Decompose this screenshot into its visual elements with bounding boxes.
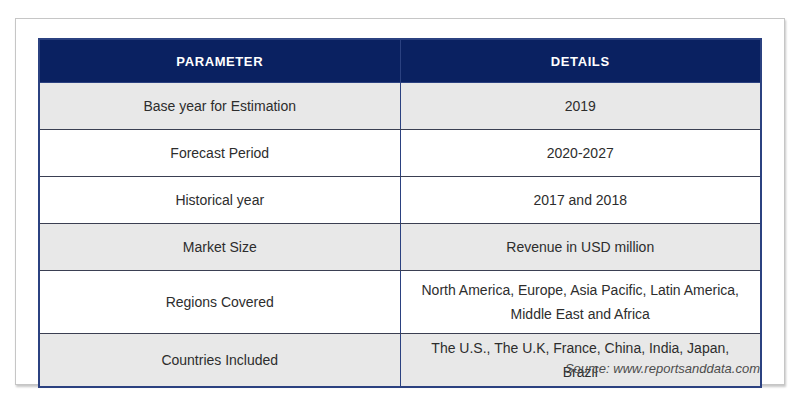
details-cell: 2019	[400, 83, 761, 130]
details-cell: 2020-2027	[400, 130, 761, 177]
table-card: PARAMETER DETAILS Base year for Estimati…	[15, 18, 785, 385]
table-row: Historical year 2017 and 2018	[39, 177, 761, 224]
parameter-cell: Historical year	[39, 177, 400, 224]
parameter-cell: Market Size	[39, 224, 400, 271]
header-row: PARAMETER DETAILS	[39, 39, 761, 83]
parameter-cell: Base year for Estimation	[39, 83, 400, 130]
table-row: Market Size Revenue in USD million	[39, 224, 761, 271]
details-cell: North America, Europe, Asia Pacific, Lat…	[400, 271, 761, 334]
parameter-cell: Forecast Period	[39, 130, 400, 177]
column-header-details: DETAILS	[400, 39, 761, 83]
details-cell: Revenue in USD million	[400, 224, 761, 271]
column-header-parameter: PARAMETER	[39, 39, 400, 83]
table-row: Regions Covered North America, Europe, A…	[39, 271, 761, 334]
table-row: Base year for Estimation 2019	[39, 83, 761, 130]
report-scope-table: PARAMETER DETAILS Base year for Estimati…	[38, 38, 762, 388]
parameter-cell: Regions Covered	[39, 271, 400, 334]
parameter-cell: Countries Included	[39, 334, 400, 388]
details-cell: 2017 and 2018	[400, 177, 761, 224]
source-attribution: Source: www.reportsanddata.com	[565, 361, 760, 376]
table-row: Forecast Period 2020-2027	[39, 130, 761, 177]
